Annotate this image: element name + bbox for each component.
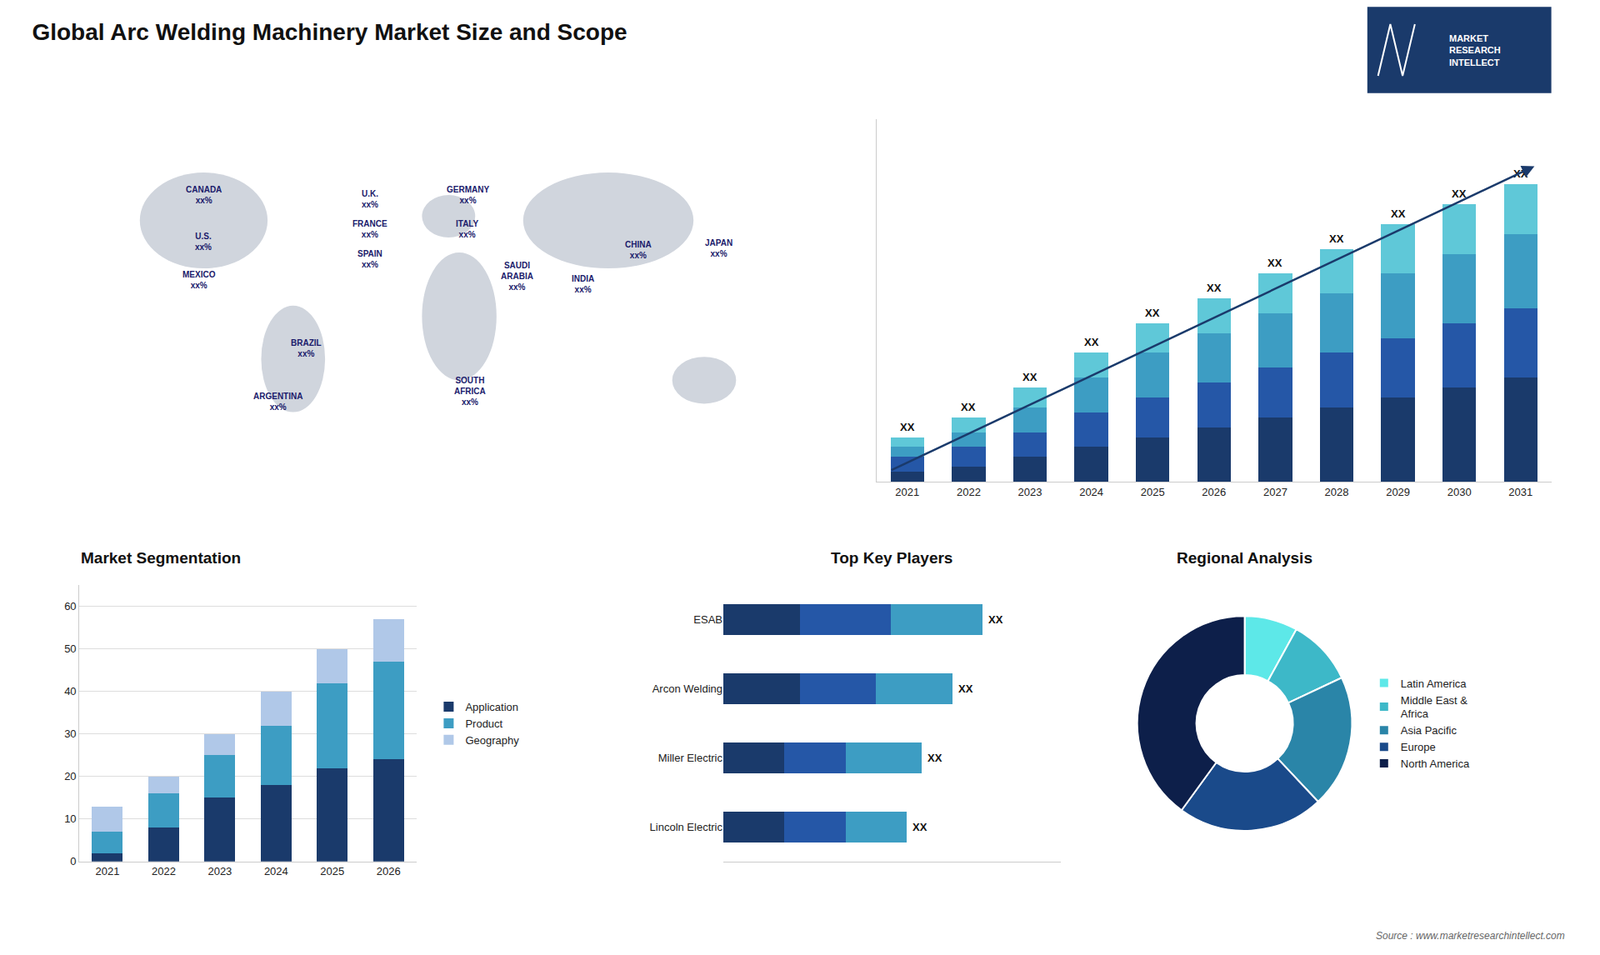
svg-text:GERMANYxx%: GERMANYxx% [446, 185, 490, 205]
svg-text:Europe: Europe [1400, 740, 1436, 754]
svg-text:XX: XX [1206, 281, 1222, 295]
svg-text:CANADAxx%: CANADAxx% [185, 185, 222, 205]
svg-text:XX: XX [960, 400, 976, 414]
svg-text:Lincoln Electric: Lincoln Electric [650, 820, 724, 834]
svg-text:2026: 2026 [1201, 485, 1226, 499]
svg-text:SOUTHAFRICAxx%: SOUTHAFRICAxx% [454, 375, 486, 407]
svg-text:2031: 2031 [1508, 485, 1533, 499]
svg-text:40: 40 [64, 685, 76, 698]
svg-text:2029: 2029 [1385, 485, 1410, 499]
svg-text:SAUDIARABIAxx%: SAUDIARABIAxx% [500, 260, 534, 292]
svg-text:2025: 2025 [320, 865, 345, 878]
svg-text:50: 50 [64, 642, 76, 655]
svg-text:FRANCExx%: FRANCExx% [352, 219, 388, 240]
svg-text:30: 30 [64, 727, 76, 740]
svg-text:Global Arc Welding Machinery M: Global Arc Welding Machinery Market Size… [31, 19, 627, 45]
svg-text:60: 60 [64, 600, 76, 613]
svg-text:XX: XX [1084, 335, 1100, 349]
svg-text:2026: 2026 [376, 865, 401, 878]
svg-text:MARKETRESEARCHINTELLECT: MARKETRESEARCHINTELLECT [1449, 33, 1501, 68]
svg-text:2030: 2030 [1447, 485, 1472, 499]
svg-text:XX: XX [1145, 306, 1160, 320]
svg-text:Arcon Welding: Arcon Welding [652, 682, 723, 695]
svg-text:2021: 2021 [95, 865, 120, 878]
svg-text:Geography: Geography [465, 734, 520, 747]
svg-text:10: 10 [64, 812, 76, 825]
svg-text:Application: Application [465, 700, 519, 714]
svg-text:2028: 2028 [1325, 485, 1350, 499]
svg-text:XX: XX [988, 613, 1004, 626]
svg-text:0: 0 [70, 855, 76, 868]
svg-text:MEXICOxx%: MEXICOxx% [182, 270, 216, 290]
svg-text:Miller Electric: Miller Electric [658, 751, 724, 765]
svg-text:ITALYxx%: ITALYxx% [455, 219, 480, 240]
svg-text:2022: 2022 [151, 865, 176, 878]
svg-text:BRAZILxx%: BRAZILxx% [290, 338, 322, 359]
svg-text:XX: XX [1267, 256, 1283, 270]
svg-text:Middle East &Africa: Middle East &Africa [1400, 694, 1469, 721]
svg-text:Latin America: Latin America [1400, 677, 1468, 690]
svg-text:2024: 2024 [264, 865, 289, 878]
svg-text:2027: 2027 [1263, 485, 1288, 499]
svg-text:North America: North America [1400, 757, 1470, 770]
svg-text:XX: XX [1513, 167, 1529, 180]
svg-text:2022: 2022 [956, 485, 981, 499]
svg-text:U.S.xx%: U.S.xx% [195, 231, 212, 252]
svg-text:Top Key Players: Top Key Players [830, 549, 953, 567]
svg-text:XX: XX [1329, 232, 1345, 245]
svg-text:XX: XX [912, 820, 928, 834]
svg-text:20: 20 [64, 770, 76, 783]
svg-text:XX: XX [1022, 370, 1038, 384]
svg-text:XX: XX [927, 751, 943, 765]
svg-text:ARGENTINAxx%: ARGENTINAxx% [253, 391, 303, 412]
svg-text:Regional Analysis: Regional Analysis [1176, 549, 1313, 567]
svg-text:Source : www.marketresearchint: Source : www.marketresearchintellect.com [1375, 930, 1565, 942]
svg-text:INDIAxx%: INDIAxx% [571, 274, 595, 295]
svg-text:ESAB: ESAB [693, 613, 723, 626]
svg-text:Product: Product [465, 717, 503, 730]
svg-text:SPAINxx%: SPAINxx% [357, 249, 383, 270]
svg-text:XX: XX [1451, 187, 1467, 200]
svg-text:XX: XX [900, 420, 915, 434]
svg-text:Asia Pacific: Asia Pacific [1400, 724, 1458, 737]
svg-text:2025: 2025 [1140, 485, 1165, 499]
svg-text:2021: 2021 [895, 485, 920, 499]
svg-text:2024: 2024 [1079, 485, 1104, 499]
svg-text:XX: XX [1390, 207, 1406, 220]
svg-text:Market Segmentation: Market Segmentation [80, 549, 241, 567]
svg-text:U.K.xx%: U.K.xx% [361, 189, 379, 210]
svg-text:CHINAxx%: CHINAxx% [625, 240, 652, 260]
svg-text:XX: XX [958, 682, 974, 695]
svg-text:2023: 2023 [207, 865, 232, 878]
svg-text:2023: 2023 [1018, 485, 1043, 499]
svg-text:JAPANxx%: JAPANxx% [705, 238, 733, 259]
